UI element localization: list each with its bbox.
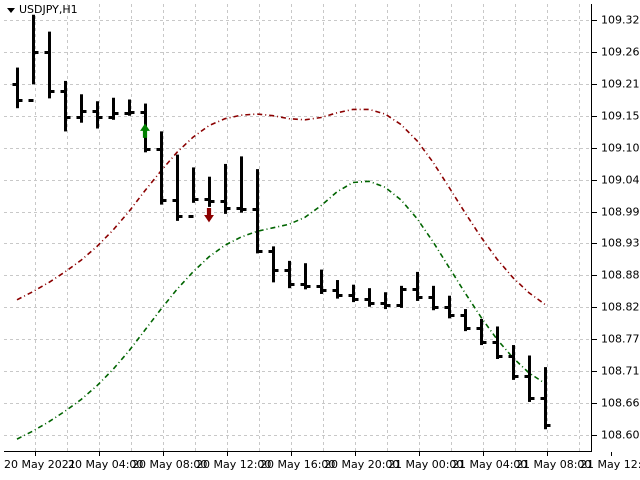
- time-axis-label: 20 May 04:00: [68, 458, 144, 471]
- plot-area[interactable]: [4, 4, 591, 451]
- price-axis-label: 109.320: [601, 13, 640, 27]
- ohlc-bar: [508, 345, 519, 380]
- price-axis-tick: [592, 403, 597, 404]
- ohlc-bar: [284, 260, 295, 289]
- ohlc-bar: [124, 99, 135, 116]
- ohlc-bar: [332, 280, 343, 299]
- time-axis-tick: [419, 452, 420, 456]
- price-axis-label: 108.660: [601, 396, 640, 410]
- buy-arrow[interactable]: [140, 123, 150, 138]
- ohlc-bar: [92, 101, 103, 129]
- signal-markers: [140, 123, 214, 223]
- ohlc-bar: [316, 269, 327, 294]
- time-axis-label: 20 May 2021: [4, 458, 76, 471]
- price-axis-label: 108.825: [601, 300, 640, 314]
- upper-band-line: [16, 108, 546, 306]
- ohlc-bar: [12, 67, 23, 109]
- ohlc-bar: [44, 31, 55, 99]
- ohlc-bar: [28, 14, 39, 102]
- price-axis-tick: [592, 84, 597, 85]
- chevron-down-icon[interactable]: [7, 7, 15, 13]
- time-axis-label: 21 May 00:00: [388, 458, 464, 471]
- price-axis-tick: [592, 20, 597, 21]
- ohlc-bar: [172, 154, 183, 221]
- arrow-up-icon[interactable]: [140, 123, 150, 138]
- ohlc-bar: [60, 80, 71, 132]
- price-axis-label: 109.265: [601, 45, 640, 59]
- time-axis-label: 20 May 12:00: [196, 458, 272, 471]
- price-axis-tick: [592, 275, 597, 276]
- price-axis-tick: [592, 243, 597, 244]
- time-axis-tick: [483, 452, 484, 456]
- sell-arrow[interactable]: [204, 207, 214, 223]
- time-axis-tick: [35, 452, 36, 456]
- ohlc-bar: [492, 326, 503, 359]
- price-axis-label: 109.045: [601, 173, 640, 187]
- price-axis-label: 108.880: [601, 268, 640, 282]
- time-axis-tick: [611, 452, 612, 456]
- time-axis-label: 21 May 08:00: [516, 458, 592, 471]
- price-axis-label: 109.210: [601, 77, 640, 91]
- time-axis-tick: [99, 452, 100, 456]
- ohlc-bar: [252, 169, 263, 254]
- ohlc-bar: [396, 285, 407, 308]
- indicator-bands: [16, 108, 546, 440]
- time-axis-tick: [163, 452, 164, 456]
- ohlc-bar: [524, 355, 535, 402]
- price-axis-label: 108.990: [601, 205, 640, 219]
- price-axis-tick: [592, 148, 597, 149]
- price-chart[interactable]: [4, 4, 591, 451]
- ohlc-bar: [380, 292, 391, 310]
- ohlc-bar: [236, 156, 247, 213]
- time-axis-label: 20 May 16:00: [260, 458, 336, 471]
- time-axis-tick: [291, 452, 292, 456]
- symbol-label-box[interactable]: USDJPY,H1: [7, 4, 78, 16]
- price-axis-tick: [592, 52, 597, 53]
- ohlc-bar: [364, 288, 375, 307]
- time-axis-label: 20 May 08:00: [132, 458, 208, 471]
- price-axis-label: 108.935: [601, 236, 640, 250]
- price-axis-tick: [592, 307, 597, 308]
- price-axis-tick: [592, 371, 597, 372]
- time-axis-label: 20 May 20:00: [324, 458, 400, 471]
- ohlc-bar: [220, 163, 231, 214]
- ohlc-bar: [428, 285, 439, 311]
- price-axis-label: 108.715: [601, 364, 640, 378]
- ohlc-bar: [156, 131, 167, 205]
- ohlc-bars: [12, 14, 551, 430]
- ohlc-bar: [76, 94, 87, 123]
- price-axis-tick: [592, 180, 597, 181]
- time-axis-label: 21 May 12:00: [580, 458, 640, 471]
- ohlc-bar: [460, 309, 471, 332]
- plot-frame: [4, 4, 592, 452]
- ohlc-bar: [188, 167, 199, 218]
- time-axis-tick: [227, 452, 228, 456]
- ohlc-bar: [108, 97, 119, 120]
- ohlc-bar: [348, 284, 359, 303]
- ohlc-bar: [268, 246, 279, 283]
- ohlc-bar: [476, 318, 487, 346]
- price-axis-label: 109.155: [601, 109, 640, 123]
- price-axis-tick: [592, 116, 597, 117]
- price-axis-label: 108.605: [601, 428, 640, 442]
- ohlc-bar: [300, 263, 311, 290]
- ohlc-bar: [204, 176, 215, 207]
- price-axis-tick: [592, 212, 597, 213]
- arrow-down-icon[interactable]: [204, 207, 214, 223]
- time-axis-tick: [355, 452, 356, 456]
- symbol-label: USDJPY,H1: [19, 3, 78, 16]
- ohlc-bar: [444, 295, 455, 319]
- price-axis-label: 109.100: [601, 141, 640, 155]
- ohlc-bar: [412, 271, 423, 301]
- price-axis-tick: [592, 435, 597, 436]
- price-axis-tick: [592, 339, 597, 340]
- time-axis-label: 21 May 04:00: [452, 458, 528, 471]
- time-axis-tick: [547, 452, 548, 456]
- price-axis-label: 108.770: [601, 332, 640, 346]
- grid-layer: [4, 4, 591, 451]
- ohlc-bar: [540, 367, 551, 430]
